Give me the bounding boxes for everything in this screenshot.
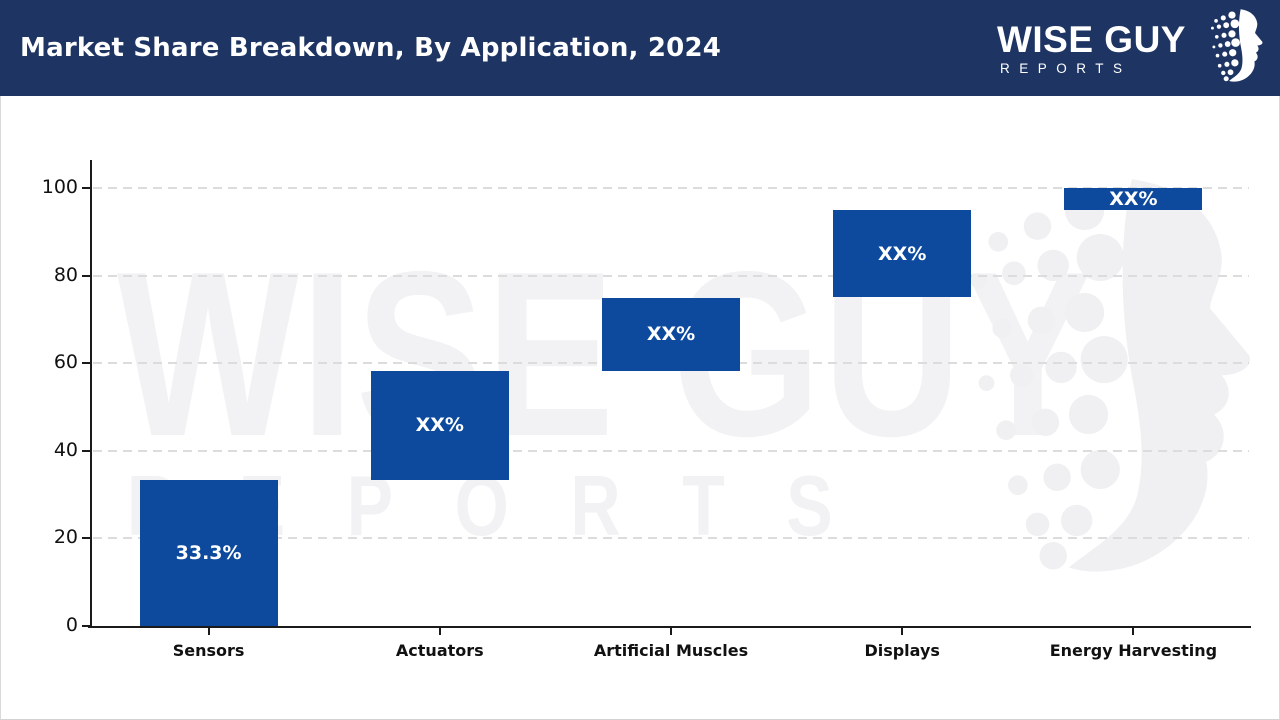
- x-axis-label-sensors: Sensors: [172, 641, 245, 660]
- x-axis-tick: [670, 628, 672, 635]
- wise-guy-logo: WISE GUY REPORTS: [997, 9, 1266, 87]
- y-axis-tick-label: 40: [53, 438, 78, 461]
- y-axis-tick: [82, 449, 90, 452]
- y-axis-tick: [82, 537, 90, 540]
- bar-value-label: 33.3%: [175, 542, 242, 565]
- logo-subtitle: REPORTS: [999, 60, 1132, 76]
- bar-value-label: XX%: [415, 414, 464, 437]
- x-axis-label-energy-harvesting: Energy Harvesting: [1049, 641, 1218, 660]
- chart-plot-area: WISE GUY REPORTS 0 20 40 60 80 100 33.3% Sensor…: [0, 96, 1280, 720]
- bar-value-label: XX%: [878, 242, 927, 265]
- gridline: [93, 274, 1249, 277]
- x-axis-tick: [438, 628, 441, 635]
- y-axis-tick-label: 20: [53, 526, 78, 549]
- y-axis-spine: [90, 160, 92, 628]
- gridline: [93, 187, 1249, 189]
- dotted-head-profile-icon: [1190, 9, 1266, 87]
- bar-value-label: XX%: [1109, 187, 1158, 210]
- bar-value-label: XX%: [646, 323, 696, 346]
- y-axis-tick: [82, 187, 90, 189]
- x-axis-tick: [1132, 628, 1135, 635]
- x-axis-tick: [901, 628, 904, 635]
- y-axis-tick-label: 80: [53, 263, 78, 286]
- header-bar: Market Share Breakdown, By Application, …: [0, 0, 1280, 96]
- x-axis-spine: [88, 626, 1251, 628]
- bar-energy-harvesting: XX%: [1064, 187, 1203, 210]
- logo-text: WISE GUY REPORTS: [997, 21, 1186, 76]
- y-axis-tick-label: 0: [65, 614, 78, 636]
- bar-sensors: 33.3%: [139, 480, 278, 626]
- gridline: [93, 537, 1249, 540]
- bar-displays: XX%: [833, 209, 972, 298]
- logo-wordmark: WISE GUY: [996, 18, 1186, 60]
- y-axis-tick: [82, 274, 90, 277]
- x-axis-tick: [207, 628, 210, 635]
- y-axis-tick: [82, 625, 90, 627]
- y-axis-tick-label: 60: [53, 351, 78, 374]
- x-axis-label-displays: Displays: [864, 641, 940, 660]
- x-axis-label-actuators: Actuators: [395, 641, 484, 660]
- bar-artificial-muscles: XX%: [602, 297, 740, 371]
- x-axis-label-artificial-muscles: Artificial Muscles: [593, 641, 749, 660]
- chart-title: Market Share Breakdown, By Application, …: [20, 33, 722, 63]
- y-axis-tick-label: 100: [41, 176, 78, 198]
- bar-actuators: XX%: [370, 370, 509, 481]
- gridline: [93, 449, 1249, 452]
- y-axis-tick: [82, 362, 90, 365]
